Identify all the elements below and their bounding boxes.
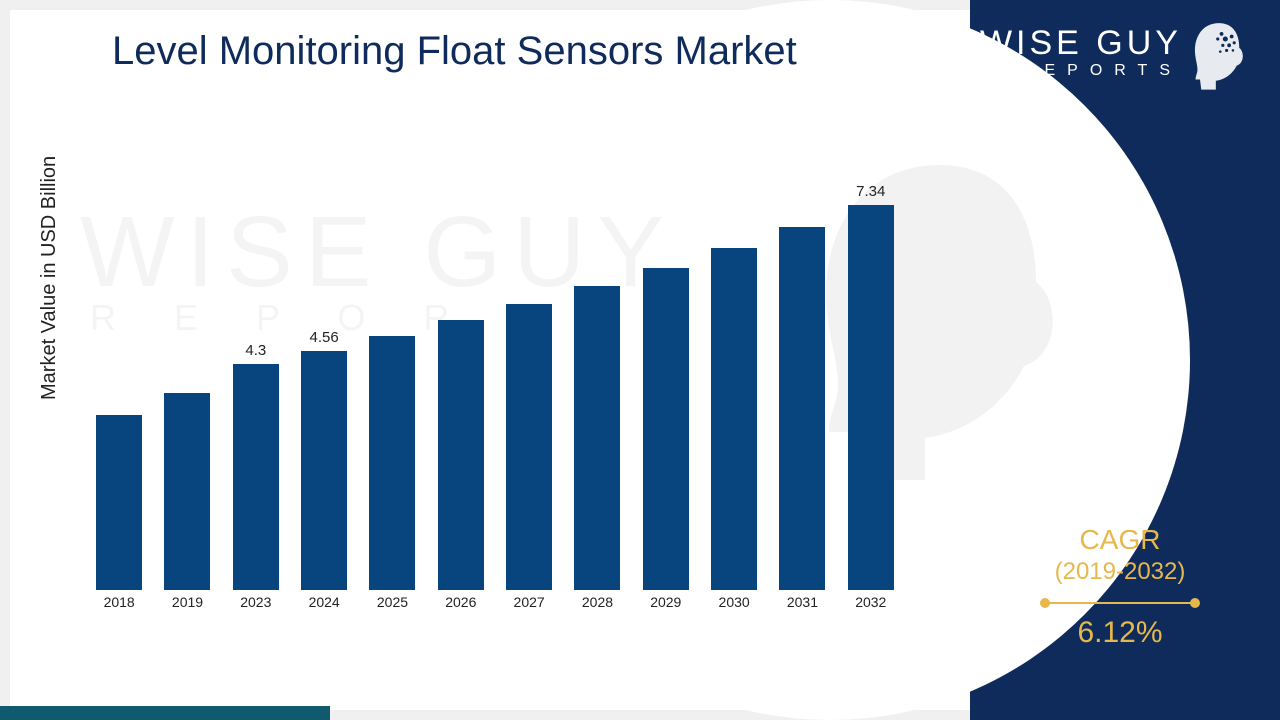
bar-wrap: 7.34 — [841, 205, 901, 590]
cagr-block: CAGR (2019-2032) 6.12% — [1020, 524, 1220, 650]
x-tick-label: 2026 — [431, 594, 491, 610]
bar-value-label: 4.56 — [310, 329, 339, 346]
bar-wrap — [157, 393, 217, 590]
bar — [438, 320, 484, 590]
bars-container: 4.34.567.34 — [80, 170, 910, 590]
x-tick-label: 2023 — [226, 594, 286, 610]
bar-wrap: 4.56 — [294, 351, 354, 590]
bar — [711, 248, 757, 590]
logo-sub-text: REPORTS — [980, 62, 1182, 80]
bar-wrap — [567, 286, 627, 590]
brand-logo: WISE GUY REPORTS — [980, 26, 1254, 80]
bar-wrap — [636, 268, 696, 590]
bar-wrap — [431, 320, 491, 590]
x-tick-label: 2030 — [704, 594, 764, 610]
bar-wrap: 4.3 — [226, 364, 286, 590]
bar — [506, 304, 552, 590]
logo-head-icon — [1184, 20, 1254, 96]
x-tick-label: 2028 — [567, 594, 627, 610]
x-tick-label: 2024 — [294, 594, 354, 610]
x-tick-label: 2032 — [841, 594, 901, 610]
bar — [96, 415, 142, 590]
bar-value-label: 7.34 — [856, 183, 885, 200]
bar — [848, 205, 894, 590]
bar-wrap — [89, 415, 149, 590]
bar-value-label: 4.3 — [245, 342, 266, 359]
cagr-title: CAGR — [1020, 524, 1220, 556]
bar — [164, 393, 210, 590]
x-tick-label: 2027 — [499, 594, 559, 610]
chart-area: 4.34.567.34 — [80, 170, 910, 590]
bar — [369, 336, 415, 590]
cagr-divider — [1045, 602, 1195, 604]
x-tick-label: 2019 — [157, 594, 217, 610]
y-axis-label: Market Value in USD Billion — [38, 156, 61, 400]
bar-wrap — [362, 336, 422, 590]
x-tick-label: 2029 — [636, 594, 696, 610]
bottom-accent-bar — [0, 706, 330, 720]
x-tick-label: 2025 — [362, 594, 422, 610]
cagr-value: 6.12% — [1020, 616, 1220, 650]
cagr-range: (2019-2032) — [1020, 558, 1220, 586]
bar — [574, 286, 620, 590]
logo-main-text: WISE GUY — [980, 26, 1182, 60]
bar-wrap — [704, 248, 764, 590]
bar-wrap — [499, 304, 559, 590]
x-tick-label: 2031 — [772, 594, 832, 610]
bar — [779, 227, 825, 590]
x-axis-labels: 2018 2019 2023 2024 2025 2026 2027 2028 2029 2030… — [80, 594, 910, 610]
bar — [643, 268, 689, 590]
bar — [301, 351, 347, 590]
chart-title: Level Monitoring Float Sensors Market — [112, 28, 797, 74]
bar — [233, 364, 279, 590]
bar-wrap — [772, 227, 832, 590]
x-tick-label: 2018 — [89, 594, 149, 610]
